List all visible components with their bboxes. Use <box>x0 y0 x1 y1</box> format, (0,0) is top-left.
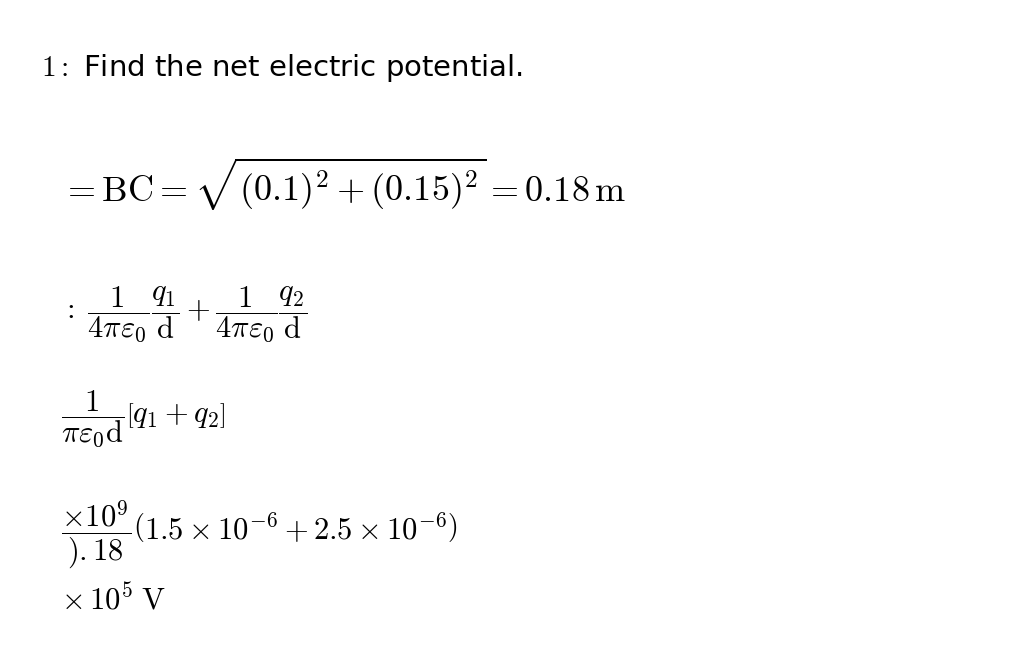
Text: $\dfrac{1}{\pi\varepsilon_0 \mathrm{d}}\left[q_1 + q_2\right]$: $\dfrac{1}{\pi\varepsilon_0 \mathrm{d}}\… <box>61 389 226 450</box>
Text: $:\; \dfrac{1}{4\pi\varepsilon_0}\dfrac{q_1}{\mathrm{d}} + \dfrac{1}{4\pi\vareps: $:\; \dfrac{1}{4\pi\varepsilon_0}\dfrac{… <box>61 285 307 345</box>
Text: $\times\, 10^5\;\mathrm{V}$: $\times\, 10^5\;\mathrm{V}$ <box>61 583 166 616</box>
Text: $\mathbf{1{:}}$ Find the net electric potential.: $\mathbf{1{:}}$ Find the net electric po… <box>41 52 522 84</box>
Text: $\dfrac{\times 10^9}{).18}\left(1.5 \times 10^{-6} + 2.5 \times 10^{-6}\right)$: $\dfrac{\times 10^9}{).18}\left(1.5 \tim… <box>61 499 459 571</box>
Text: $= \mathrm{BC} = \sqrt{(0.1)^2 + (0.15)^2} = 0.18\,\mathrm{m}$: $= \mathrm{BC} = \sqrt{(0.1)^2 + (0.15)^… <box>61 156 627 213</box>
